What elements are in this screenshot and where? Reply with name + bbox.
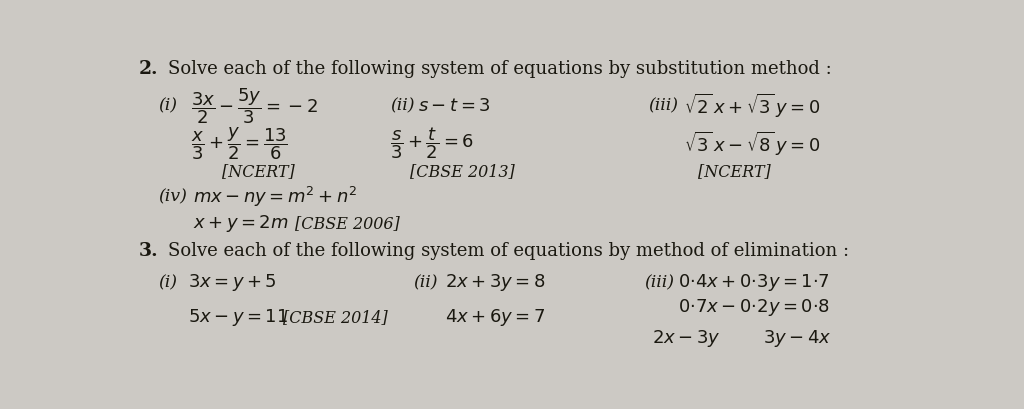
Text: $3y - 4x$: $3y - 4x$ (763, 328, 831, 349)
Text: [NCERT]: [NCERT] (221, 164, 294, 180)
Text: (iii): (iii) (648, 97, 678, 114)
Text: $\dfrac{s}{3} + \dfrac{t}{2} = 6$: $\dfrac{s}{3} + \dfrac{t}{2} = 6$ (390, 126, 474, 162)
Text: $\dfrac{x}{3} + \dfrac{y}{2} = \dfrac{13}{6}$: $\dfrac{x}{3} + \dfrac{y}{2} = \dfrac{13… (191, 125, 289, 162)
Text: Solve each of the following system of equations by substitution method :: Solve each of the following system of eq… (168, 60, 831, 78)
Text: $2x + 3y = 8$: $2x + 3y = 8$ (445, 272, 546, 293)
Text: $s - t = 3$: $s - t = 3$ (418, 97, 490, 115)
Text: $mx - ny = m^{2} + n^{2}$: $mx - ny = m^{2} + n^{2}$ (194, 185, 357, 209)
Text: $\sqrt{3}\,x - \sqrt{8}\,y = 0$: $\sqrt{3}\,x - \sqrt{8}\,y = 0$ (684, 130, 820, 157)
Text: Solve each of the following system of equations by method of elimination :: Solve each of the following system of eq… (168, 242, 849, 260)
Text: $5x - y = 11$: $5x - y = 11$ (187, 307, 288, 328)
Text: (ii): (ii) (390, 97, 415, 114)
Text: (iv): (iv) (158, 189, 187, 206)
Text: $0{\cdot}7x - 0{\cdot}2y = 0{\cdot}8$: $0{\cdot}7x - 0{\cdot}2y = 0{\cdot}8$ (678, 297, 830, 318)
Text: (i): (i) (158, 97, 177, 114)
Text: (ii): (ii) (414, 274, 438, 291)
Text: $\sqrt{2}\,x + \sqrt{3}\,y = 0$: $\sqrt{2}\,x + \sqrt{3}\,y = 0$ (684, 92, 820, 120)
Text: $4x + 6y = 7$: $4x + 6y = 7$ (445, 307, 546, 328)
Text: $\dfrac{3x}{2} - \dfrac{5y}{3} = -2$: $\dfrac{3x}{2} - \dfrac{5y}{3} = -2$ (191, 86, 318, 126)
Text: [CBSE 2013]: [CBSE 2013] (410, 164, 514, 180)
Text: (iii): (iii) (644, 274, 674, 291)
Text: $x + y = 2m$: $x + y = 2m$ (194, 213, 289, 234)
Text: 3.: 3. (138, 242, 158, 260)
Text: [NCERT]: [NCERT] (697, 164, 770, 180)
Text: 2.: 2. (138, 60, 158, 78)
Text: (i): (i) (158, 274, 177, 291)
Text: $0{\cdot}4x + 0{\cdot}3y = 1{\cdot}7$: $0{\cdot}4x + 0{\cdot}3y = 1{\cdot}7$ (678, 272, 829, 293)
Text: $3x = y + 5$: $3x = y + 5$ (187, 272, 276, 293)
Text: [CBSE 2006]: [CBSE 2006] (295, 216, 399, 232)
Text: $2x - 3y$: $2x - 3y$ (652, 328, 720, 349)
Text: [CBSE 2014]: [CBSE 2014] (283, 309, 387, 326)
